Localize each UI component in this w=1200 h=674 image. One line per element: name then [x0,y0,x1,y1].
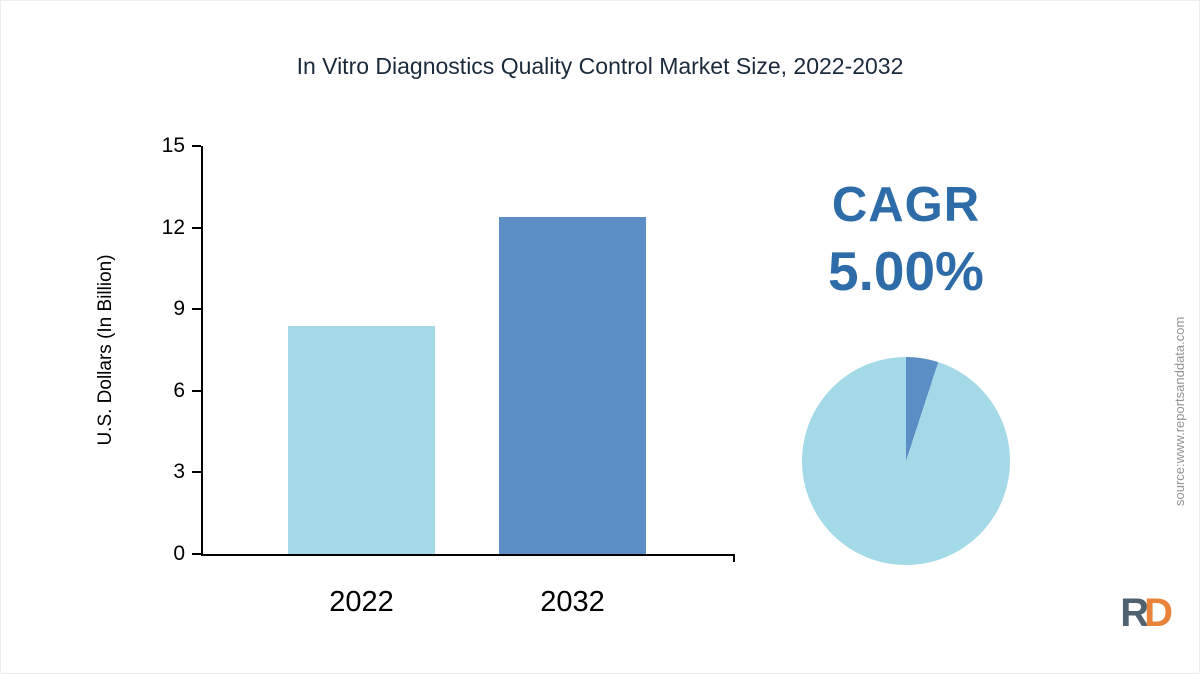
y-tick-label: 15 [161,134,185,157]
y-tick-15: 15 [162,134,201,158]
y-tick-label: 0 [173,542,185,565]
y-tick-label: 12 [161,215,185,239]
y-tick-3: 3 [173,460,201,484]
y-tick-12: 12 [162,216,201,240]
y-tick-mark [192,389,201,392]
cagr-pie-chart [802,357,1010,565]
plot-area: 0 3 6 9 12 15 2022 2032 [162,134,735,618]
x-axis-end-tick [733,554,735,562]
chart-title: In Vitro Diagnostics Quality Control Mar… [296,53,904,79]
cagr-block: CAGR 5.00% [794,178,1018,302]
source-attribution: source:www.reportsanddata.com [1172,316,1187,506]
y-tick-9: 9 [173,297,201,321]
bar-2032 [499,216,646,554]
cagr-value: 5.00% [828,239,984,302]
y-axis-label: U.S. Dollars (In Billion) [95,254,116,446]
y-tick-label: 9 [173,297,185,321]
y-tick-mark [192,308,201,311]
bar-2022 [288,325,435,554]
logo-letter-r: R [1120,591,1150,635]
y-tick-mark [192,226,201,229]
x-tick-label-2022: 2022 [329,586,394,618]
y-tick-0: 0 [173,542,201,566]
cagr-label: CAGR [831,178,981,232]
y-tick-label: 3 [173,460,185,484]
x-tick-label-2032: 2032 [540,586,605,618]
y-tick-mark [192,145,201,147]
y-tick-label: 6 [173,378,185,402]
y-tick-mark [192,553,201,555]
logo-letter-d: D [1144,591,1173,635]
y-tick-6: 6 [173,379,201,403]
y-tick-mark [192,471,201,474]
reportsanddata-logo: R D [1120,593,1173,633]
